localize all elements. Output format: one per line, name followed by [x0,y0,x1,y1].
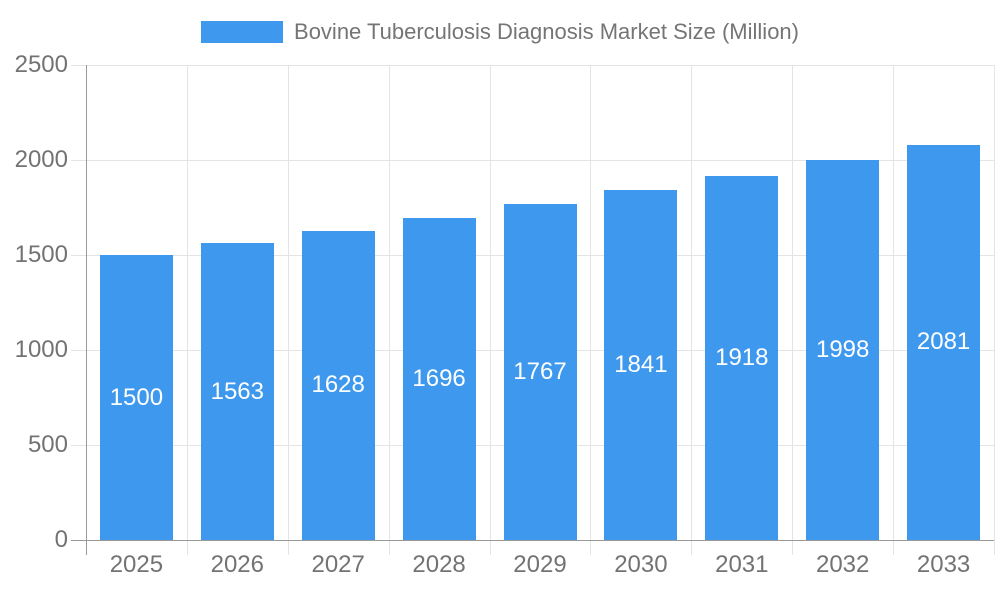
legend: Bovine Tuberculosis Diagnosis Market Siz… [0,17,1000,47]
x-axis-tick-label: 2033 [916,551,971,578]
x-axis-tick-label: 2026 [210,551,264,578]
bar-2033[interactable] [907,144,981,540]
gridline-vertical [994,65,995,555]
x-axis-tick-label: 2025 [109,551,164,578]
bar-2025[interactable] [99,255,173,540]
bar-2030[interactable] [604,190,678,540]
bar-2029[interactable] [503,204,577,540]
bar-value-label: 1767 [513,358,567,386]
bar-value-label: 1841 [614,351,668,379]
x-axis-line [71,540,994,541]
gridline-vertical [792,65,794,555]
x-axis-tick-label: 2029 [513,551,567,578]
bar-2027[interactable] [301,230,375,540]
gridline-vertical [186,65,188,555]
y-axis-line [86,65,87,555]
gridline-vertical [893,65,895,555]
bar-2026[interactable] [200,243,274,540]
y-axis-tick-label: 0 [54,526,68,553]
x-axis-tick-label: 2032 [815,551,870,578]
bar-value-label: 1998 [815,336,870,364]
bar-value-label: 1563 [210,377,264,405]
bar-value-label: 1696 [412,364,466,392]
x-axis-tick-label: 2030 [614,551,668,578]
bar-2028[interactable] [402,217,476,540]
bar-value-label: 1500 [109,383,164,411]
legend-label[interactable]: Bovine Tuberculosis Diagnosis Market Siz… [294,19,799,44]
gridline-vertical [590,65,592,555]
bar-value-label: 1628 [311,371,365,399]
gridline-horizontal [71,65,994,66]
legend-swatch[interactable] [201,21,284,43]
gridline-vertical [388,65,390,555]
bar-2031[interactable] [705,175,779,540]
gridline-vertical [489,65,491,555]
x-axis-tick-label: 2027 [311,551,365,578]
gridline-horizontal [71,160,994,161]
bar-2032[interactable] [806,160,880,540]
bar-value-label: 1918 [715,343,769,371]
x-axis-tick-label: 2031 [715,551,769,578]
bar-value-label: 2081 [916,328,971,356]
x-axis-tick-label: 2028 [412,551,466,578]
y-axis-tick-label: 500 [27,431,68,458]
y-axis-tick-label: 2000 [14,146,68,173]
y-axis-tick-label: 1000 [14,336,68,363]
gridline-vertical [691,65,693,555]
y-axis-tick-label: 2500 [14,51,68,78]
y-axis-tick-label: 1500 [14,241,68,268]
gridline-vertical [287,65,289,555]
